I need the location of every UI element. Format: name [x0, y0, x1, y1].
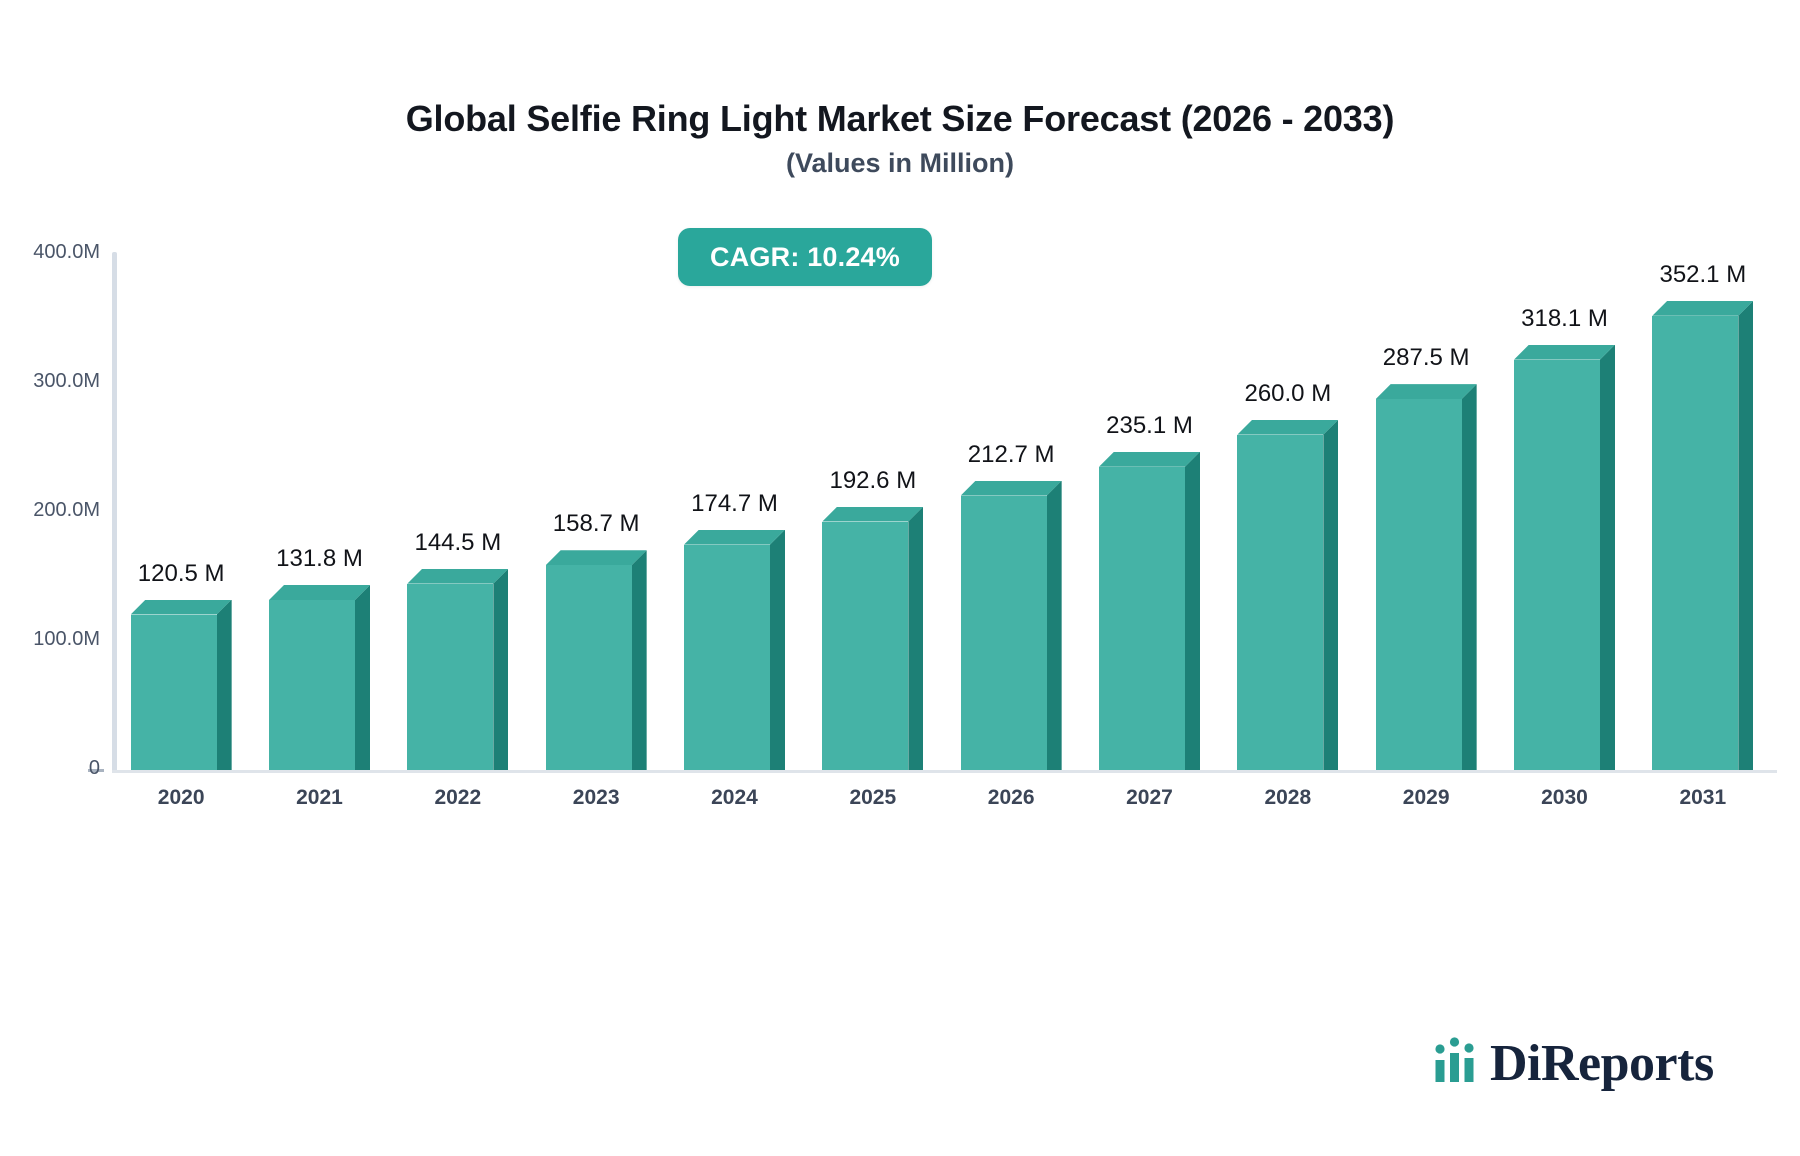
- bar-side-2026: [1046, 480, 1062, 770]
- x-axis-label-2031: 2031: [1679, 786, 1727, 809]
- bar-value-label-2021: 131.8 M: [276, 544, 363, 572]
- brand-logo: DiReports: [1432, 1036, 1714, 1091]
- bar-value-label-2030: 318.1 M: [1521, 304, 1608, 332]
- page-subtitle: (Values in Million): [785, 148, 1015, 178]
- bar-2027: [1099, 466, 1185, 770]
- bar-2024: [684, 544, 770, 770]
- bar-top-2020: [131, 600, 232, 615]
- bar-value-label-2027: 235.1 M: [1106, 411, 1193, 439]
- y-axis-tick-100: 100.0M: [33, 628, 100, 650]
- page-title: Global Selfie Ring Light Market Size For…: [405, 98, 1395, 139]
- x-axis-label-2028: 2028: [1264, 786, 1312, 809]
- bar-2029: [1375, 399, 1462, 770]
- bar-2023: [545, 565, 632, 770]
- bar-side-2023: [631, 550, 647, 770]
- x-axis-label-2024: 2024: [711, 786, 758, 809]
- y-axis-tick-200: 200.0M: [33, 499, 100, 521]
- bar-value-label-2028: 260.0 M: [1244, 379, 1332, 407]
- brand-name: DiReports: [1490, 1034, 1714, 1092]
- bar-side-2021: [355, 584, 370, 770]
- bar-value-label-2031: 352.1 M: [1659, 260, 1747, 288]
- bar-side-2030: [1600, 344, 1615, 770]
- x-axis-label-2027: 2027: [1126, 786, 1173, 809]
- bar-value-label-2022: 144.5 M: [414, 528, 502, 556]
- x-axis-label-2030: 2030: [1541, 786, 1588, 809]
- bar-2020: [130, 614, 217, 770]
- x-axis-label-2025: 2025: [849, 786, 897, 809]
- bar-2022: [407, 583, 494, 770]
- bar-side-2022: [493, 568, 509, 770]
- cagr-badge-label: CAGR: 10.24%: [710, 241, 900, 272]
- y-axis-tick-0: 0: [88, 757, 100, 779]
- y-axis-tick-300: 300.0M: [33, 370, 100, 392]
- bar-side-2029: [1461, 384, 1477, 770]
- bar-side-2028: [1323, 419, 1339, 770]
- bar-side-2025: [908, 506, 924, 770]
- x-axis-line: [112, 770, 1777, 773]
- bar-value-label-2024: 174.7 M: [691, 489, 778, 517]
- bar-value-label-2025: 192.6 M: [829, 466, 917, 494]
- y-axis-zero-tick-mark: [88, 769, 104, 772]
- x-axis-label-2023: 2023: [572, 786, 620, 809]
- bar-top-2030: [1514, 345, 1615, 360]
- bar-value-label-2023: 158.7 M: [552, 510, 640, 538]
- bar-top-2024: [684, 530, 785, 545]
- bar-2025: [822, 521, 909, 770]
- bar-top-2028: [1237, 420, 1338, 435]
- bar-top-2025: [822, 507, 923, 522]
- bar-top-2031: [1652, 301, 1753, 316]
- bar-2028: [1237, 434, 1324, 770]
- bar-2031: [1652, 315, 1739, 770]
- bar-value-label-2026: 212.7 M: [967, 440, 1055, 468]
- bar-2030: [1514, 359, 1600, 770]
- bar-side-2027: [1185, 451, 1200, 770]
- bar-side-2024: [770, 529, 785, 770]
- bar-value-label-2020: 120.5 M: [137, 559, 225, 587]
- bar-2021: [269, 599, 355, 770]
- bar-top-2021: [269, 585, 370, 600]
- x-axis-label-2029: 2029: [1402, 786, 1450, 809]
- bar-top-2029: [1376, 384, 1477, 399]
- x-axis-label-2020: 2020: [157, 786, 205, 809]
- y-axis-tick-400: 400.0M: [33, 241, 100, 263]
- bar-side-2031: [1738, 300, 1754, 770]
- bar-top-2026: [961, 481, 1062, 496]
- y-axis-line: [112, 252, 117, 772]
- cagr-badge: CAGR: 10.24%: [678, 228, 932, 286]
- bar-top-2023: [546, 550, 647, 565]
- bar-2026: [960, 495, 1047, 770]
- bar-top-2022: [407, 569, 508, 584]
- x-axis-label-2022: 2022: [434, 786, 482, 809]
- bar-chart-logo-icon: [1432, 1036, 1484, 1091]
- bar-side-2020: [216, 599, 232, 770]
- x-axis-label-2026: 2026: [987, 786, 1035, 809]
- bar-value-label-2029: 287.5 M: [1382, 344, 1470, 372]
- bar-top-2027: [1099, 452, 1200, 467]
- x-axis-label-2021: 2021: [296, 786, 343, 809]
